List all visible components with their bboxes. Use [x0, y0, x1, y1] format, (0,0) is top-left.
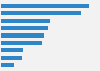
Bar [1, 48, 23, 52]
Bar [1, 26, 48, 30]
Bar [1, 33, 44, 38]
Bar [1, 11, 81, 15]
Bar [1, 56, 22, 60]
Bar [1, 4, 89, 8]
Bar [1, 19, 50, 23]
Bar [1, 63, 14, 67]
Bar [1, 41, 42, 45]
